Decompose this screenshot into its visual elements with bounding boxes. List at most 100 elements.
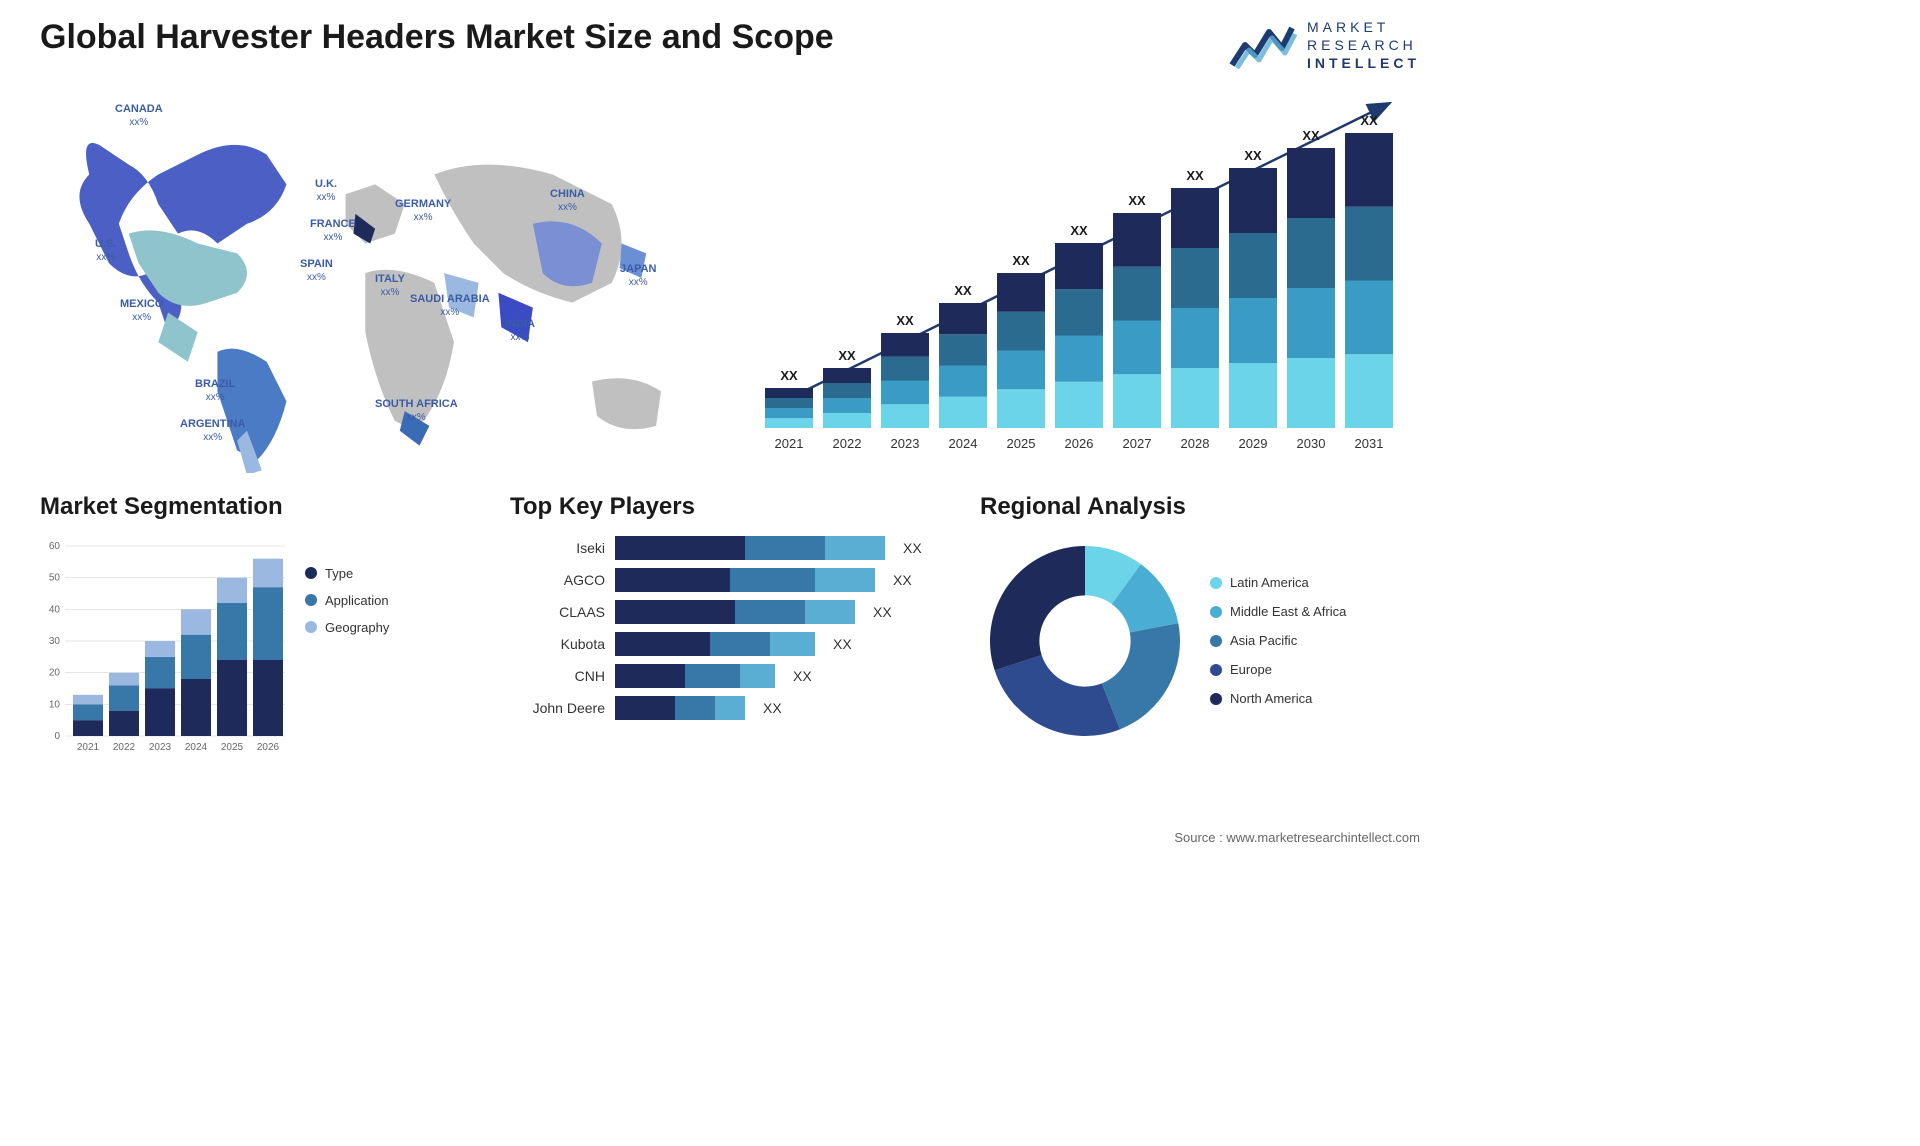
segmentation-panel: Market Segmentation 0 10 20 30 40 50 60 2021 202… xyxy=(40,493,480,756)
svg-text:2021: 2021 xyxy=(775,436,804,451)
svg-text:XX: XX xyxy=(1012,253,1030,268)
logo-line2: RESEARCH xyxy=(1307,36,1420,54)
player-value: XX xyxy=(903,540,922,556)
country-label: JAPANxx% xyxy=(620,263,656,289)
svg-text:2030: 2030 xyxy=(1297,436,1326,451)
country-label: ARGENTINAxx% xyxy=(180,418,245,444)
svg-text:2021: 2021 xyxy=(77,742,100,753)
svg-text:50: 50 xyxy=(49,572,61,583)
svg-text:30: 30 xyxy=(49,636,61,647)
svg-text:60: 60 xyxy=(49,541,61,552)
player-row: Iseki XX xyxy=(510,536,950,560)
player-bar xyxy=(615,664,775,688)
svg-text:2023: 2023 xyxy=(149,742,172,753)
svg-text:XX: XX xyxy=(954,283,972,298)
svg-text:0: 0 xyxy=(54,731,60,742)
svg-text:40: 40 xyxy=(49,604,61,615)
svg-text:2025: 2025 xyxy=(221,742,244,753)
country-label: CANADAxx% xyxy=(115,103,163,129)
legend-item: Asia Pacific xyxy=(1210,633,1346,648)
country-label: FRANCExx% xyxy=(310,218,356,244)
player-name: Iseki xyxy=(510,540,605,556)
country-label: U.K.xx% xyxy=(315,178,337,204)
player-row: CNH XX xyxy=(510,664,950,688)
legend-item: Type xyxy=(305,566,389,581)
player-value: XX xyxy=(893,572,912,588)
svg-text:XX: XX xyxy=(896,313,914,328)
bottom-row: Market Segmentation 0 10 20 30 40 50 60 2021 202… xyxy=(0,473,1460,756)
growth-chart: XX2021XX2022XX2023XX2024XX2025XX2026XX20… xyxy=(750,83,1420,473)
country-label: U.S.xx% xyxy=(95,238,116,264)
svg-text:XX: XX xyxy=(780,368,798,383)
regional-panel: Regional Analysis Latin America Middle Ea… xyxy=(980,493,1420,756)
country-label: ITALYxx% xyxy=(375,273,405,299)
legend-item: Application xyxy=(305,593,389,608)
country-label: CHINAxx% xyxy=(550,188,585,214)
svg-text:XX: XX xyxy=(1360,113,1378,128)
regional-chart: Latin America Middle East & Africa Asia Pa… xyxy=(980,536,1420,746)
logo-icon xyxy=(1227,20,1297,70)
player-name: John Deere xyxy=(510,700,605,716)
player-name: Kubota xyxy=(510,636,605,652)
country-label: SOUTH AFRICAxx% xyxy=(375,398,458,424)
source-text: Source : www.marketresearchintellect.com xyxy=(1174,830,1420,845)
header: Global Harvester Headers Market Size and… xyxy=(0,0,1460,73)
page-title: Global Harvester Headers Market Size and… xyxy=(40,18,834,57)
country-label: SAUDI ARABIAxx% xyxy=(410,293,490,319)
svg-text:2026: 2026 xyxy=(1065,436,1094,451)
svg-text:XX: XX xyxy=(1070,223,1088,238)
logo-line3: INTELLECT xyxy=(1307,54,1420,72)
segmentation-legend: Type Application Geography xyxy=(305,536,389,756)
svg-text:2024: 2024 xyxy=(185,742,208,753)
segmentation-chart: 0102030405060202120222023202420252026 Ty… xyxy=(40,536,480,756)
player-name: CLAAS xyxy=(510,604,605,620)
svg-text:XX: XX xyxy=(1186,168,1204,183)
legend-item: Geography xyxy=(305,620,389,635)
donut-container xyxy=(980,536,1190,746)
svg-text:2029: 2029 xyxy=(1239,436,1268,451)
svg-text:XX: XX xyxy=(1244,148,1262,163)
player-bar xyxy=(615,600,855,624)
logo: MARKET RESEARCH INTELLECT xyxy=(1227,18,1420,73)
player-bar xyxy=(615,568,875,592)
player-name: AGCO xyxy=(510,572,605,588)
country-label: BRAZILxx% xyxy=(195,378,235,404)
legend-item: Middle East & Africa xyxy=(1210,604,1346,619)
svg-text:2024: 2024 xyxy=(949,436,978,451)
player-row: AGCO XX xyxy=(510,568,950,592)
regional-title: Regional Analysis xyxy=(980,493,1420,521)
svg-text:2028: 2028 xyxy=(1181,436,1210,451)
players-title: Top Key Players xyxy=(510,493,950,521)
svg-text:10: 10 xyxy=(49,699,61,710)
player-value: XX xyxy=(833,636,852,652)
player-bar xyxy=(615,696,745,720)
player-value: XX xyxy=(873,604,892,620)
player-name: CNH xyxy=(510,668,605,684)
player-row: CLAAS XX xyxy=(510,600,950,624)
player-value: XX xyxy=(763,700,782,716)
country-label: GERMANYxx% xyxy=(395,198,451,224)
svg-text:2031: 2031 xyxy=(1355,436,1384,451)
svg-text:XX: XX xyxy=(1128,193,1146,208)
svg-text:2022: 2022 xyxy=(833,436,862,451)
country-label: SPAINxx% xyxy=(300,258,333,284)
svg-text:2026: 2026 xyxy=(257,742,280,753)
players-chart: Iseki XX AGCO XX CLAAS XX Kubota XX CNH XX John De… xyxy=(510,536,950,720)
svg-text:20: 20 xyxy=(49,667,61,678)
top-row: CANADAxx% U.S.xx% MEXICOxx% BRAZILxx% ARGENT… xyxy=(0,73,1460,473)
svg-text:2023: 2023 xyxy=(891,436,920,451)
country-label: MEXICOxx% xyxy=(120,298,163,324)
player-value: XX xyxy=(793,668,812,684)
svg-text:XX: XX xyxy=(838,348,856,363)
players-panel: Top Key Players Iseki XX AGCO XX CLAAS XX Kubo… xyxy=(510,493,950,756)
player-bar xyxy=(615,536,885,560)
world-map-container: CANADAxx% U.S.xx% MEXICOxx% BRAZILxx% ARGENT… xyxy=(40,83,730,473)
logo-line1: MARKET xyxy=(1307,18,1420,36)
legend-item: Latin America xyxy=(1210,575,1346,590)
segmentation-title: Market Segmentation xyxy=(40,493,480,521)
player-bar xyxy=(615,632,815,656)
legend-item: Europe xyxy=(1210,662,1346,677)
segmentation-bars: 0102030405060202120222023202420252026 xyxy=(40,536,290,756)
country-label: INDIAxx% xyxy=(505,318,535,344)
svg-text:2027: 2027 xyxy=(1123,436,1152,451)
